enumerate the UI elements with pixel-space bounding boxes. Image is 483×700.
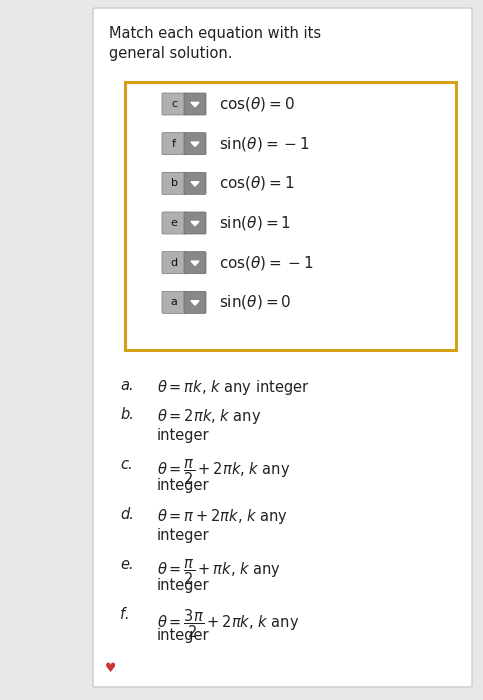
Text: $\cos(\theta) = -1$: $\cos(\theta) = -1$ [219,253,313,272]
Text: b.: b. [120,407,134,422]
Text: a: a [170,298,177,307]
Text: a.: a. [120,378,134,393]
Text: ♥: ♥ [105,662,116,676]
Text: integer: integer [157,628,210,643]
Text: e: e [170,218,177,228]
Text: integer: integer [157,428,210,443]
FancyBboxPatch shape [184,212,206,234]
Text: $\theta = \dfrac{\pi}{2} + \pi k$, $k$ any: $\theta = \dfrac{\pi}{2} + \pi k$, $k$ a… [157,557,281,587]
Text: d.: d. [120,507,134,522]
Text: e.: e. [120,557,134,572]
FancyBboxPatch shape [162,133,186,155]
FancyBboxPatch shape [162,93,186,115]
Polygon shape [191,182,199,186]
FancyBboxPatch shape [184,291,206,314]
Text: integer: integer [157,578,210,593]
Text: Match each equation with its
general solution.: Match each equation with its general sol… [109,26,321,61]
Polygon shape [191,102,199,107]
Polygon shape [191,142,199,146]
Text: $\cos(\theta) = 0$: $\cos(\theta) = 0$ [219,95,295,113]
FancyBboxPatch shape [184,93,206,115]
Text: $\sin(\theta) = -1$: $\sin(\theta) = -1$ [219,134,310,153]
Text: c.: c. [120,457,133,472]
Polygon shape [191,221,199,226]
Polygon shape [191,261,199,265]
Text: integer: integer [157,478,210,493]
FancyBboxPatch shape [184,133,206,155]
Text: f.: f. [120,607,129,622]
Text: b: b [170,178,177,188]
FancyBboxPatch shape [184,172,206,195]
Text: $\theta = \pi k$, $k$ any integer: $\theta = \pi k$, $k$ any integer [157,378,310,397]
Text: $\sin(\theta) = 0$: $\sin(\theta) = 0$ [219,293,291,312]
Text: $\theta = \dfrac{3\pi}{2} + 2\pi k$, $k$ any: $\theta = \dfrac{3\pi}{2} + 2\pi k$, $k$… [157,607,299,640]
FancyBboxPatch shape [162,172,186,195]
FancyBboxPatch shape [162,212,186,234]
Text: d: d [170,258,178,267]
Polygon shape [191,301,199,305]
Text: $\cos(\theta) = 1$: $\cos(\theta) = 1$ [219,174,295,193]
FancyBboxPatch shape [93,8,472,687]
FancyBboxPatch shape [184,252,206,274]
Text: $\sin(\theta) = 1$: $\sin(\theta) = 1$ [219,214,291,232]
Text: c: c [171,99,177,109]
Text: $\theta = \pi + 2\pi k$, $k$ any: $\theta = \pi + 2\pi k$, $k$ any [157,507,288,526]
Text: f: f [172,139,176,148]
Text: $\theta = 2\pi k$, $k$ any: $\theta = 2\pi k$, $k$ any [157,407,261,426]
FancyBboxPatch shape [162,252,186,274]
Text: $\theta = \dfrac{\pi}{2} + 2\pi k$, $k$ any: $\theta = \dfrac{\pi}{2} + 2\pi k$, $k$ … [157,457,290,486]
FancyBboxPatch shape [162,291,186,314]
FancyBboxPatch shape [125,82,456,350]
Text: integer: integer [157,528,210,543]
